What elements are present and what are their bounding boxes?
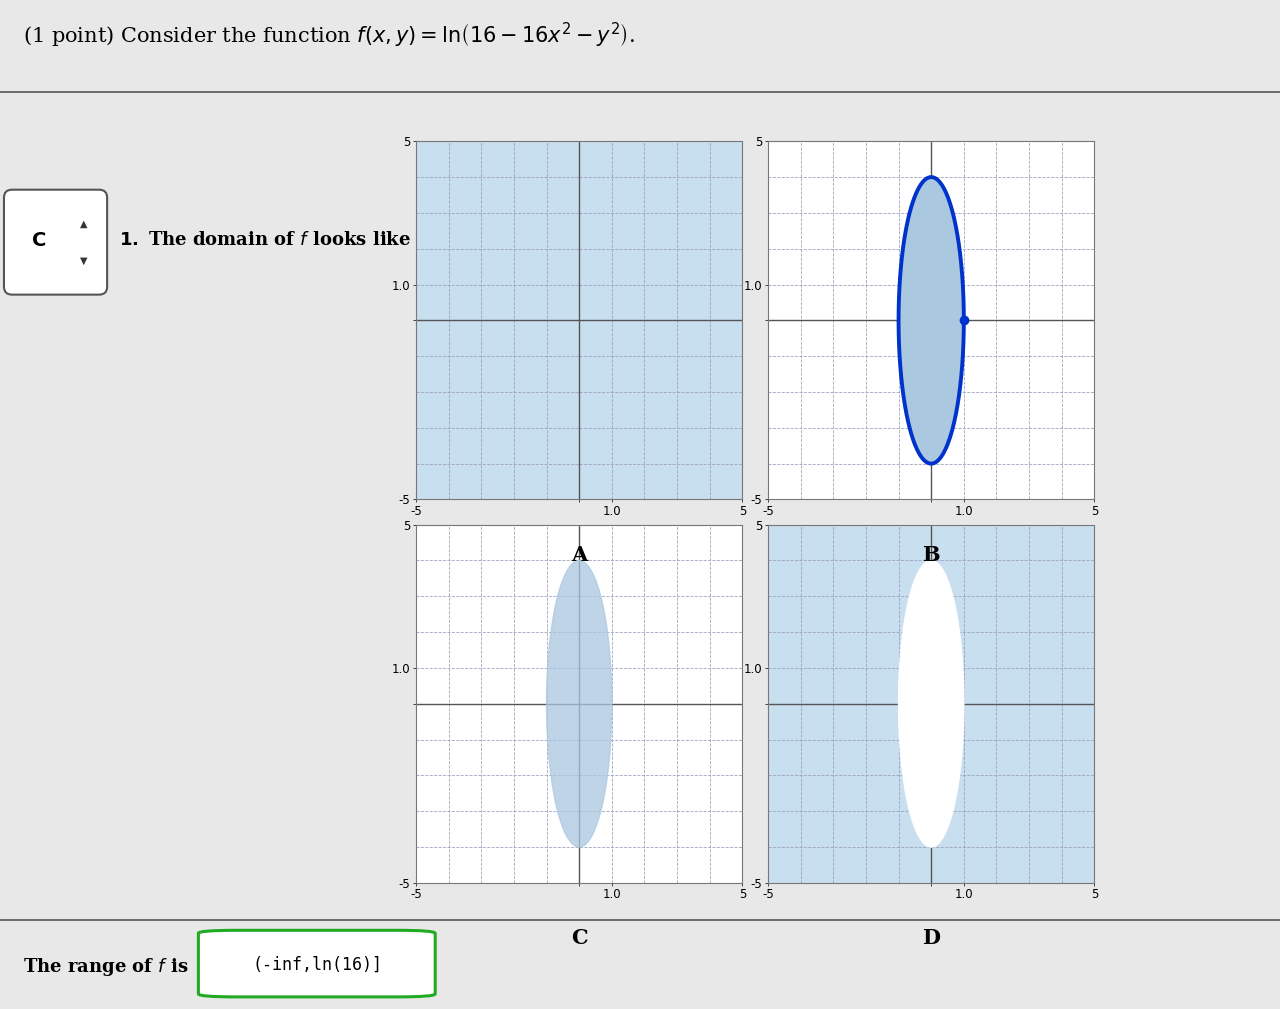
Text: (-inf,ln(16)]: (-inf,ln(16)] xyxy=(252,956,383,974)
Polygon shape xyxy=(547,561,612,847)
Text: The range of $f$ is: The range of $f$ is xyxy=(23,956,188,978)
Text: B: B xyxy=(923,545,940,565)
Text: (1 point) Consider the function $f(x, y) = \ln\!\left(16 - 16x^2 - y^2\right)$.: (1 point) Consider the function $f(x, y)… xyxy=(23,21,635,50)
FancyBboxPatch shape xyxy=(4,190,108,295)
Polygon shape xyxy=(899,178,964,463)
FancyBboxPatch shape xyxy=(198,930,435,997)
Text: A: A xyxy=(571,545,588,565)
Text: ▲: ▲ xyxy=(79,219,87,229)
Text: D: D xyxy=(922,928,941,948)
Text: C: C xyxy=(32,231,47,249)
Text: C: C xyxy=(571,928,588,948)
Text: $\mathbf{1.}$ The domain of $f$ looks like: $\mathbf{1.}$ The domain of $f$ looks li… xyxy=(119,231,411,249)
Text: ▼: ▼ xyxy=(79,255,87,265)
Polygon shape xyxy=(899,561,964,847)
